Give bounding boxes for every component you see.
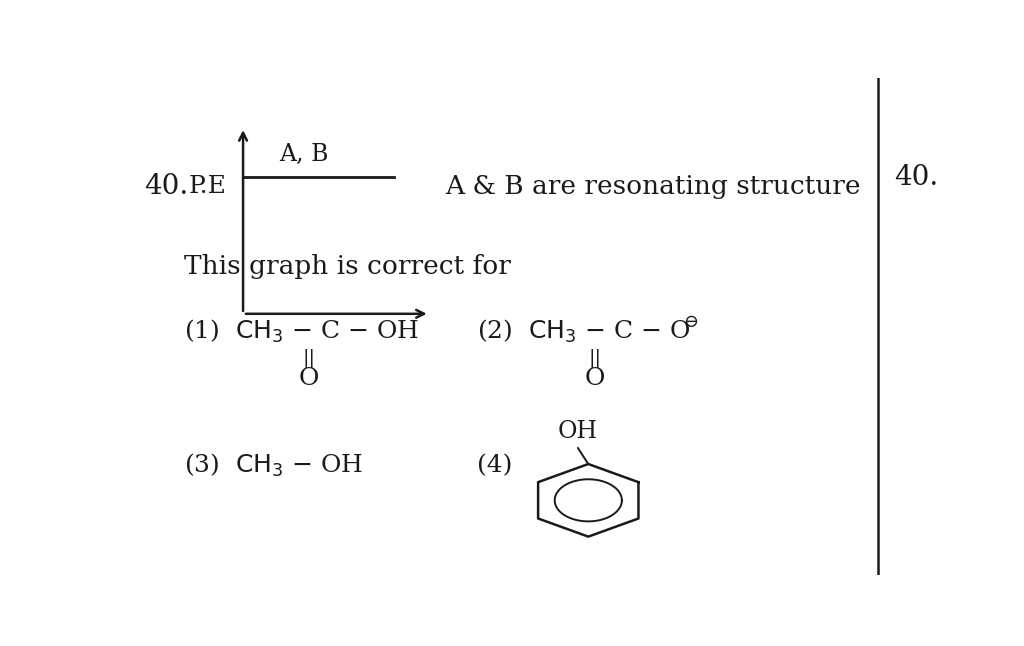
Text: 40.: 40. (894, 163, 938, 191)
Text: O: O (299, 367, 319, 390)
Text: (3)  $\mathrm{CH_3}$ $-$ OH: (3) $\mathrm{CH_3}$ $-$ OH (183, 452, 362, 479)
Text: ||: || (302, 349, 315, 368)
Text: (1)  $\mathrm{CH_3}$ $-$ C $-$ OH: (1) $\mathrm{CH_3}$ $-$ C $-$ OH (183, 318, 419, 345)
Text: (4): (4) (477, 454, 513, 477)
Text: O: O (585, 367, 605, 390)
Text: This graph is correct for: This graph is correct for (183, 254, 510, 279)
Text: A, B: A, B (279, 143, 329, 166)
Text: ||: || (588, 349, 601, 368)
Text: 40.: 40. (143, 174, 188, 200)
Text: (2)  $\mathrm{CH_3}$ $-$ C $-$ O: (2) $\mathrm{CH_3}$ $-$ C $-$ O (477, 318, 690, 345)
Text: ⊖: ⊖ (684, 313, 698, 331)
Text: P.E: P.E (188, 176, 226, 198)
Text: A & B are resonating structure: A & B are resonating structure (445, 174, 861, 200)
Text: OH: OH (558, 420, 598, 443)
